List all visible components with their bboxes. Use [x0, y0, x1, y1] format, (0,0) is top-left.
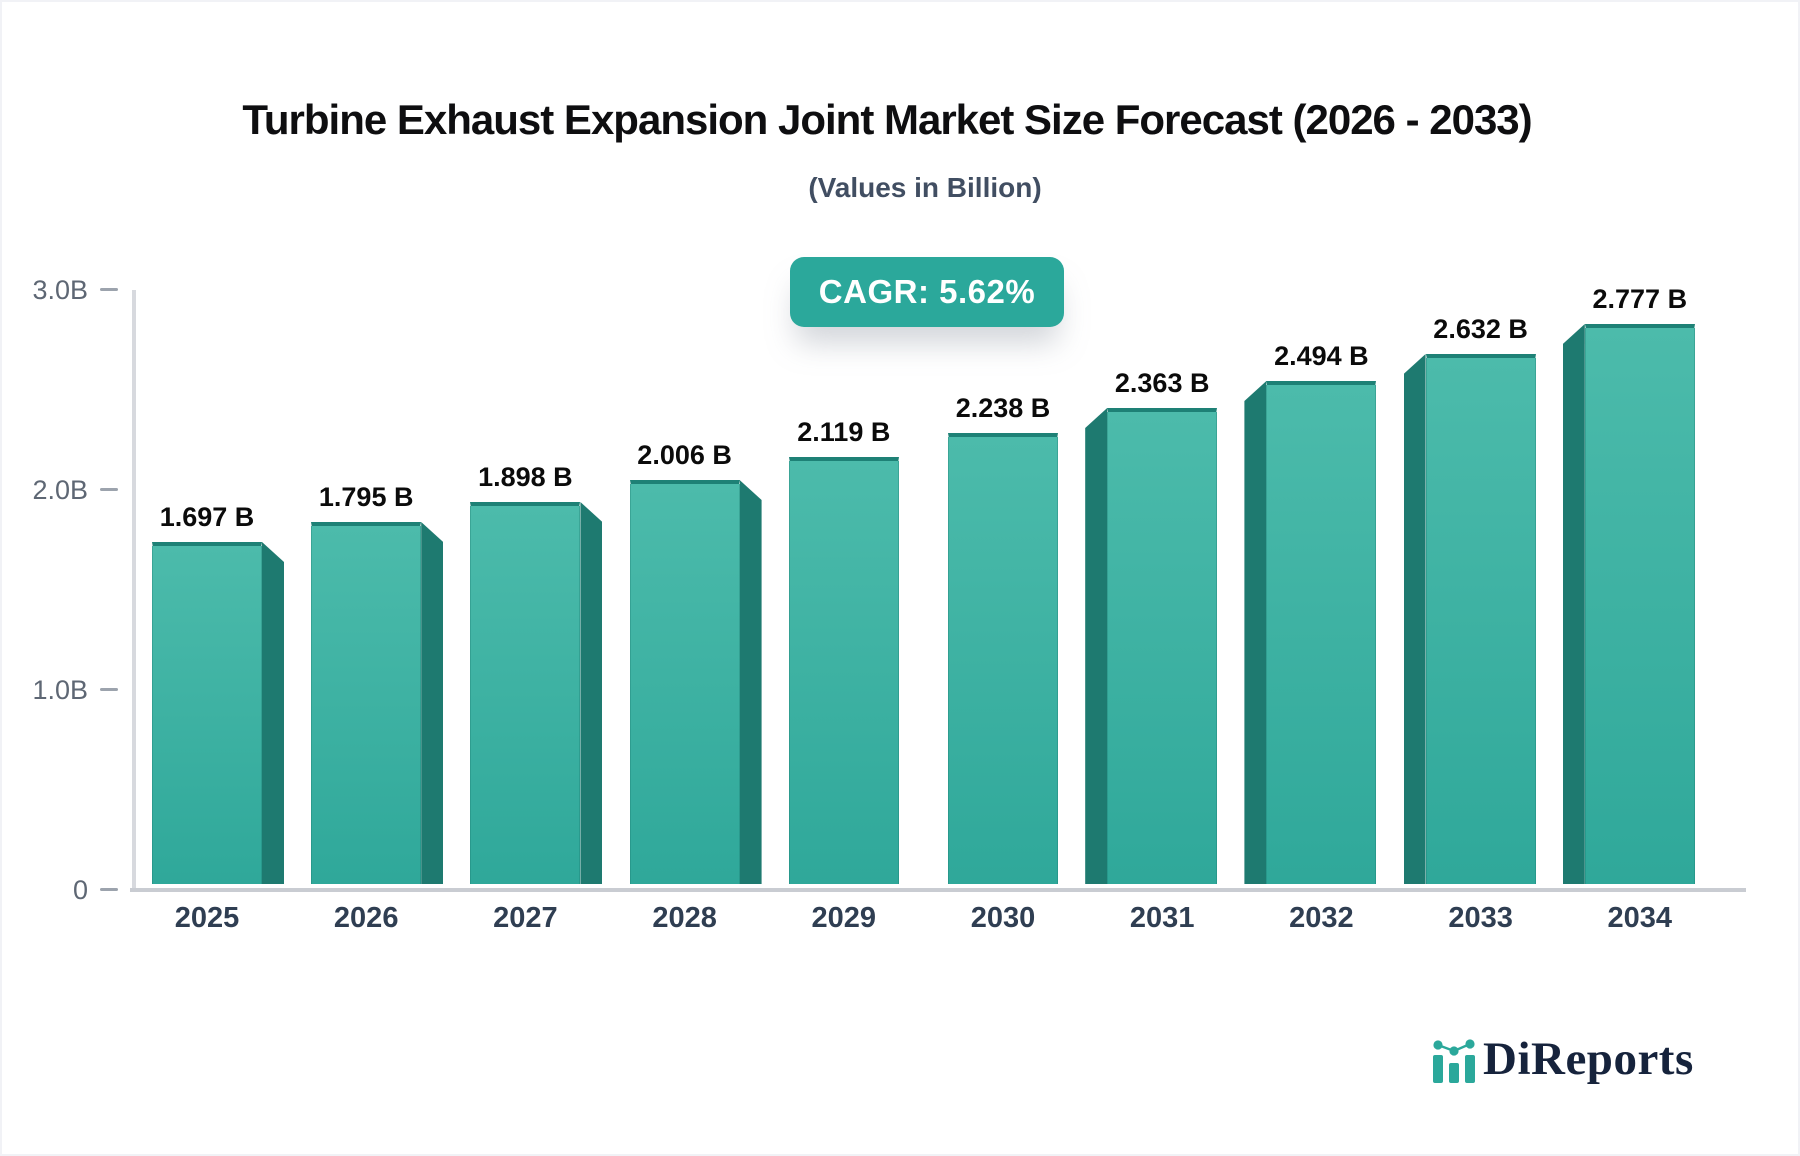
y-tick-dash	[100, 288, 118, 291]
bar-value-label: 2.119 B	[797, 417, 891, 447]
bar-face	[1584, 324, 1695, 884]
bar-value-label: 1.898 B	[478, 462, 573, 492]
y-tick-label: 3.0B	[32, 275, 88, 305]
x-axis-label: 2029	[811, 902, 877, 934]
y-tick-dash	[100, 688, 118, 691]
bar-2030: 2.238 B	[948, 393, 1058, 884]
cagr-badge-label: CAGR: 5.62%	[818, 273, 1036, 310]
x-axis-line	[130, 888, 1746, 892]
bar-face	[152, 542, 262, 884]
x-axis-label: 2031	[1129, 902, 1195, 934]
x-axis-label: 2030	[970, 902, 1036, 934]
bar-value-label: 2.006 B	[637, 440, 732, 470]
y-tick-label: 2.0B	[32, 475, 88, 505]
bar-3d-side	[262, 542, 284, 884]
bar-value-label: 2.777 B	[1592, 284, 1688, 314]
bar-3d-side	[1562, 324, 1585, 884]
bar-2026: 1.795 B	[311, 482, 444, 884]
bar-face	[1107, 408, 1218, 884]
y-tick-dash	[100, 888, 118, 891]
bar-2034: 2.777 B	[1562, 284, 1695, 884]
bar-value-label: 2.363 B	[1114, 368, 1210, 398]
bar-3d-side	[1085, 408, 1108, 884]
bar-3d-side	[421, 522, 444, 884]
bar-2031: 2.363 B	[1085, 368, 1218, 884]
bar-3d-side	[739, 480, 762, 884]
bar-face	[788, 457, 899, 884]
x-axis-label: 2033	[1448, 902, 1513, 934]
y-tick-dash	[100, 488, 118, 491]
bar-2029: 2.119 B	[788, 417, 899, 884]
bar-face	[948, 433, 1058, 884]
x-axis-label: 2034	[1607, 902, 1673, 934]
bar-face	[1266, 381, 1377, 884]
y-axis-line	[132, 290, 136, 890]
bar-value-label: 2.238 B	[955, 393, 1051, 423]
bar-value-label: 1.697 B	[159, 502, 255, 532]
bar-face	[470, 502, 581, 884]
bar-3d-side	[580, 502, 603, 884]
bar-3d-side	[1403, 354, 1426, 884]
brand-logo: DiReports	[1432, 1036, 1694, 1083]
bar-2032: 2.494 B	[1244, 341, 1377, 884]
x-axis-label: 2025	[174, 902, 240, 934]
bar-chart-trend-icon	[1433, 1038, 1475, 1083]
bar-2033: 2.632 B	[1403, 314, 1536, 884]
x-axis-label: 2028	[652, 902, 717, 934]
y-tick-label: 0	[72, 875, 88, 905]
bar-value-label: 1.795 B	[318, 482, 414, 512]
chart-title: Turbine Exhaust Expansion Joint Market S…	[242, 96, 1532, 143]
bar-3d-side	[1244, 381, 1267, 884]
bar-2027: 1.898 B	[470, 462, 603, 884]
bar-value-label: 2.632 B	[1433, 314, 1528, 344]
x-axis-label: 2032	[1289, 902, 1354, 934]
bar-face	[1425, 354, 1536, 884]
bar-2025: 1.697 B	[152, 502, 284, 884]
brand-logo-text: DiReports	[1483, 1033, 1694, 1085]
x-axis-label: 2027	[493, 902, 558, 934]
bar-face	[629, 480, 740, 884]
bar-value-label: 2.494 B	[1274, 341, 1369, 371]
chart-subtitle: (Values in Billion)	[808, 172, 1042, 203]
bar-2028: 2.006 B	[629, 440, 762, 884]
cagr-badge: CAGR: 5.62%	[790, 257, 1064, 327]
bar-face	[311, 522, 422, 884]
y-tick-label: 1.0B	[32, 675, 88, 705]
x-axis-label: 2026	[333, 902, 399, 934]
